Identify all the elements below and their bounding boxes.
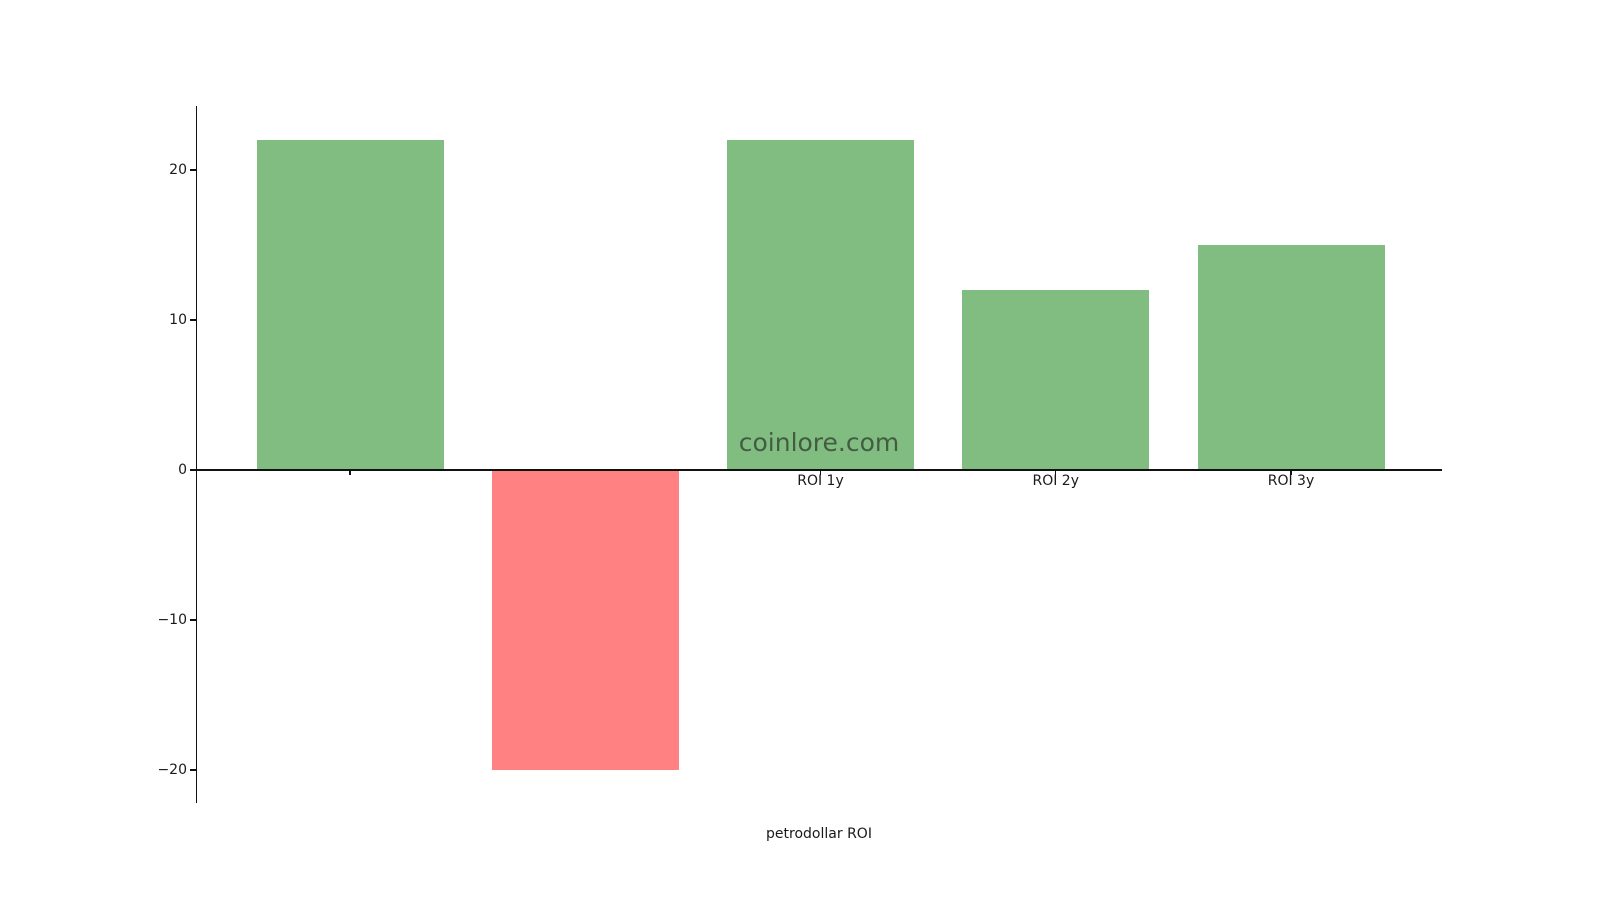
- y-axis-spine: [195, 105, 197, 803]
- x-tick-mark: [1290, 470, 1292, 475]
- bar-roi-2y: [962, 290, 1150, 470]
- x-axis-title: petrodollar ROI: [766, 826, 872, 842]
- bar-roi-3y: [1197, 245, 1385, 470]
- x-tick-label-roi-3y: ROI 3y: [1267, 473, 1315, 489]
- x-tick-mark: [349, 470, 351, 475]
- x-tick-label-roi-2y: ROI 2y: [1032, 473, 1080, 489]
- x-tick-label-roi-1y: ROI 1y: [797, 473, 844, 489]
- y-tick-mark: [190, 319, 196, 321]
- y-tick-mark: [190, 769, 196, 771]
- y-tick-label: −10: [157, 612, 187, 628]
- y-tick-label: 20: [169, 162, 187, 178]
- y-tick-mark: [190, 619, 196, 621]
- bar-unlabeled-1: [256, 140, 444, 470]
- coinlore-watermark: coinlore.com: [738, 428, 900, 457]
- y-tick-label: −20: [157, 762, 187, 778]
- y-tick-label: 10: [169, 312, 187, 328]
- bar-unlabeled-2: [491, 470, 679, 770]
- bar-roi-1y: [727, 140, 914, 470]
- y-tick-mark: [190, 169, 196, 171]
- x-tick-mark: [1055, 470, 1057, 475]
- x-tick-mark: [819, 470, 822, 475]
- y-tick-label: 0: [178, 462, 187, 478]
- x-axis-line: [195, 469, 1442, 471]
- y-tick-mark: [190, 469, 196, 471]
